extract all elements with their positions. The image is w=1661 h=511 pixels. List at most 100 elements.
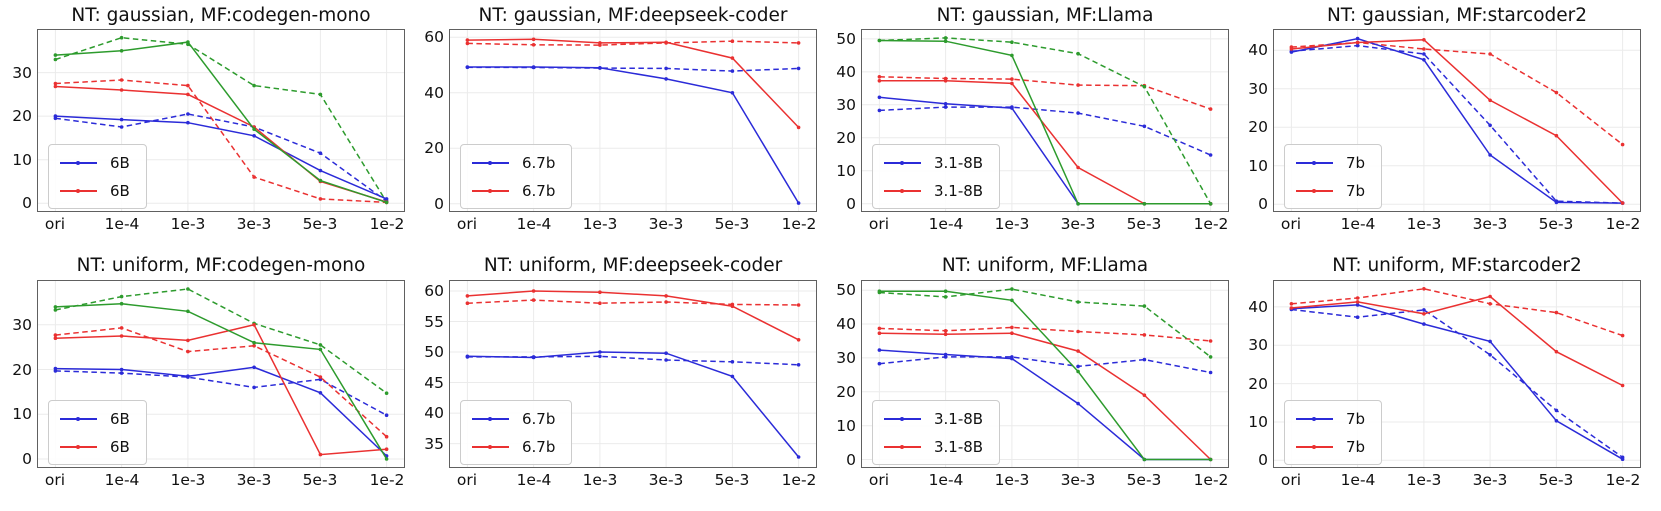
data-point-marker <box>877 331 882 335</box>
data-point-marker <box>318 197 323 201</box>
legend-line-sample <box>1296 444 1333 449</box>
legend-marker-icon <box>488 416 492 421</box>
x-tick-label: ori <box>44 215 66 233</box>
y-tick-label: 40 <box>424 84 444 102</box>
plot-area <box>37 280 405 468</box>
data-point-marker <box>1620 383 1625 388</box>
x-tick-label: 1e-3 <box>994 215 1030 233</box>
y-tick-label: 0 <box>846 195 856 213</box>
data-point-marker <box>1422 312 1426 316</box>
data-point-marker <box>1422 322 1426 326</box>
data-point-marker <box>1620 142 1625 147</box>
data-point-marker <box>1076 349 1080 353</box>
data-point-marker <box>1488 123 1492 128</box>
data-point-marker <box>1208 202 1213 206</box>
data-point-marker <box>1554 133 1559 138</box>
data-point-marker <box>796 41 801 45</box>
axes-spines <box>37 280 405 468</box>
y-tick-label: 30 <box>12 316 32 334</box>
legend-line-sample <box>60 160 97 165</box>
data-point-marker <box>53 305 58 309</box>
x-tick-label: 1e-3 <box>582 471 618 489</box>
data-point-marker <box>465 65 470 69</box>
data-point-marker <box>1289 306 1294 310</box>
data-point-marker <box>1289 302 1294 306</box>
x-tick-label: ori <box>456 215 478 233</box>
data-point-marker <box>943 36 948 40</box>
legend: 3.1-8B 3.1-8B <box>872 144 1001 209</box>
data-point-marker <box>1355 315 1360 319</box>
data-point-marker <box>318 343 323 347</box>
legend-label: 6.7b <box>522 409 556 428</box>
data-point-marker <box>1076 329 1080 334</box>
x-tick-label: 3e-3 <box>648 471 684 489</box>
legend: 7b 7b <box>1284 144 1383 209</box>
legend-label: 6B <box>110 409 130 428</box>
data-point-marker <box>119 88 124 92</box>
data-point-marker <box>465 38 470 42</box>
legend-line-sample <box>60 188 97 193</box>
x-tick-label: 1e-4 <box>104 471 140 489</box>
subplot-title: NT: uniform, MF:deepseek-coder <box>483 255 783 276</box>
series-line-green-solid <box>879 39 1211 205</box>
data-point-marker <box>1142 84 1147 89</box>
data-point-marker <box>53 84 58 89</box>
data-point-marker <box>53 336 58 340</box>
legend-label: 7b <box>1346 181 1366 200</box>
legend: 6B 6B <box>48 400 147 465</box>
series-line-red-solid <box>1291 295 1623 387</box>
x-tick-label: 3e-3 <box>648 215 684 233</box>
data-point-marker <box>1554 200 1559 205</box>
data-point-marker <box>796 125 801 130</box>
data-point-marker <box>252 175 256 179</box>
subplot-gaussian-starcoder2: NT: gaussian, MF:starcoder2 0 10 20 30 40 ori… <box>1236 0 1651 250</box>
legend-label: 6.7b <box>522 437 556 456</box>
data-point-marker <box>598 66 602 70</box>
data-point-marker <box>730 69 735 73</box>
x-tick-label: 1e-3 <box>582 215 618 233</box>
data-point-marker <box>252 134 256 138</box>
data-point-marker <box>1142 357 1147 362</box>
data-point-marker <box>1422 52 1426 56</box>
data-point-marker <box>1010 81 1014 86</box>
data-point-marker <box>1010 331 1014 335</box>
subplot-gaussian-llama: NT: gaussian, MF:Llama 0 10 20 30 40 50 ori 1e-… <box>824 0 1239 250</box>
subplot-gaussian-codegen-mono: NT: gaussian, MF:codegen-mono 0 10 20 30 ori… <box>0 0 415 250</box>
legend-line-sample <box>884 444 921 449</box>
x-tick-label: ori <box>868 215 890 233</box>
y-tick-label: 10 <box>836 417 856 435</box>
series-line-blue-solid <box>1291 37 1623 204</box>
data-point-marker <box>53 57 58 62</box>
x-tick-label: ori <box>868 471 890 489</box>
y-tick-label: 50 <box>836 30 856 48</box>
data-point-marker <box>1010 298 1014 303</box>
data-point-marker <box>664 66 668 71</box>
axes-spines <box>1273 29 1641 212</box>
data-point-marker <box>252 83 256 88</box>
data-point-marker <box>730 304 735 308</box>
series-line-red-dashed <box>1291 288 1623 337</box>
data-point-marker <box>1554 310 1559 315</box>
data-point-marker <box>1488 294 1492 299</box>
y-tick-label: 55 <box>424 313 444 331</box>
data-point-marker <box>1422 58 1426 62</box>
data-point-marker <box>318 178 323 183</box>
series-line-green-solid <box>55 302 388 460</box>
data-point-marker <box>1289 47 1294 51</box>
data-point-marker <box>1355 40 1360 45</box>
data-point-marker <box>119 301 124 306</box>
series-line-blue-dashed <box>879 106 1211 156</box>
legend-line-sample <box>1296 160 1333 165</box>
series-line-red-dashed <box>55 327 388 438</box>
data-point-marker <box>186 309 190 314</box>
legend-line-sample <box>472 188 509 193</box>
series-line-blue-solid <box>55 115 387 200</box>
data-point-marker <box>53 308 58 312</box>
data-point-marker <box>796 303 801 307</box>
data-point-marker <box>943 105 948 109</box>
y-tick-label: 20 <box>1248 118 1268 136</box>
legend-entry: 3.1-8B <box>884 408 983 429</box>
data-point-marker <box>877 348 882 352</box>
x-tick-label: 1e-3 <box>994 471 1030 489</box>
data-point-marker <box>119 35 124 40</box>
